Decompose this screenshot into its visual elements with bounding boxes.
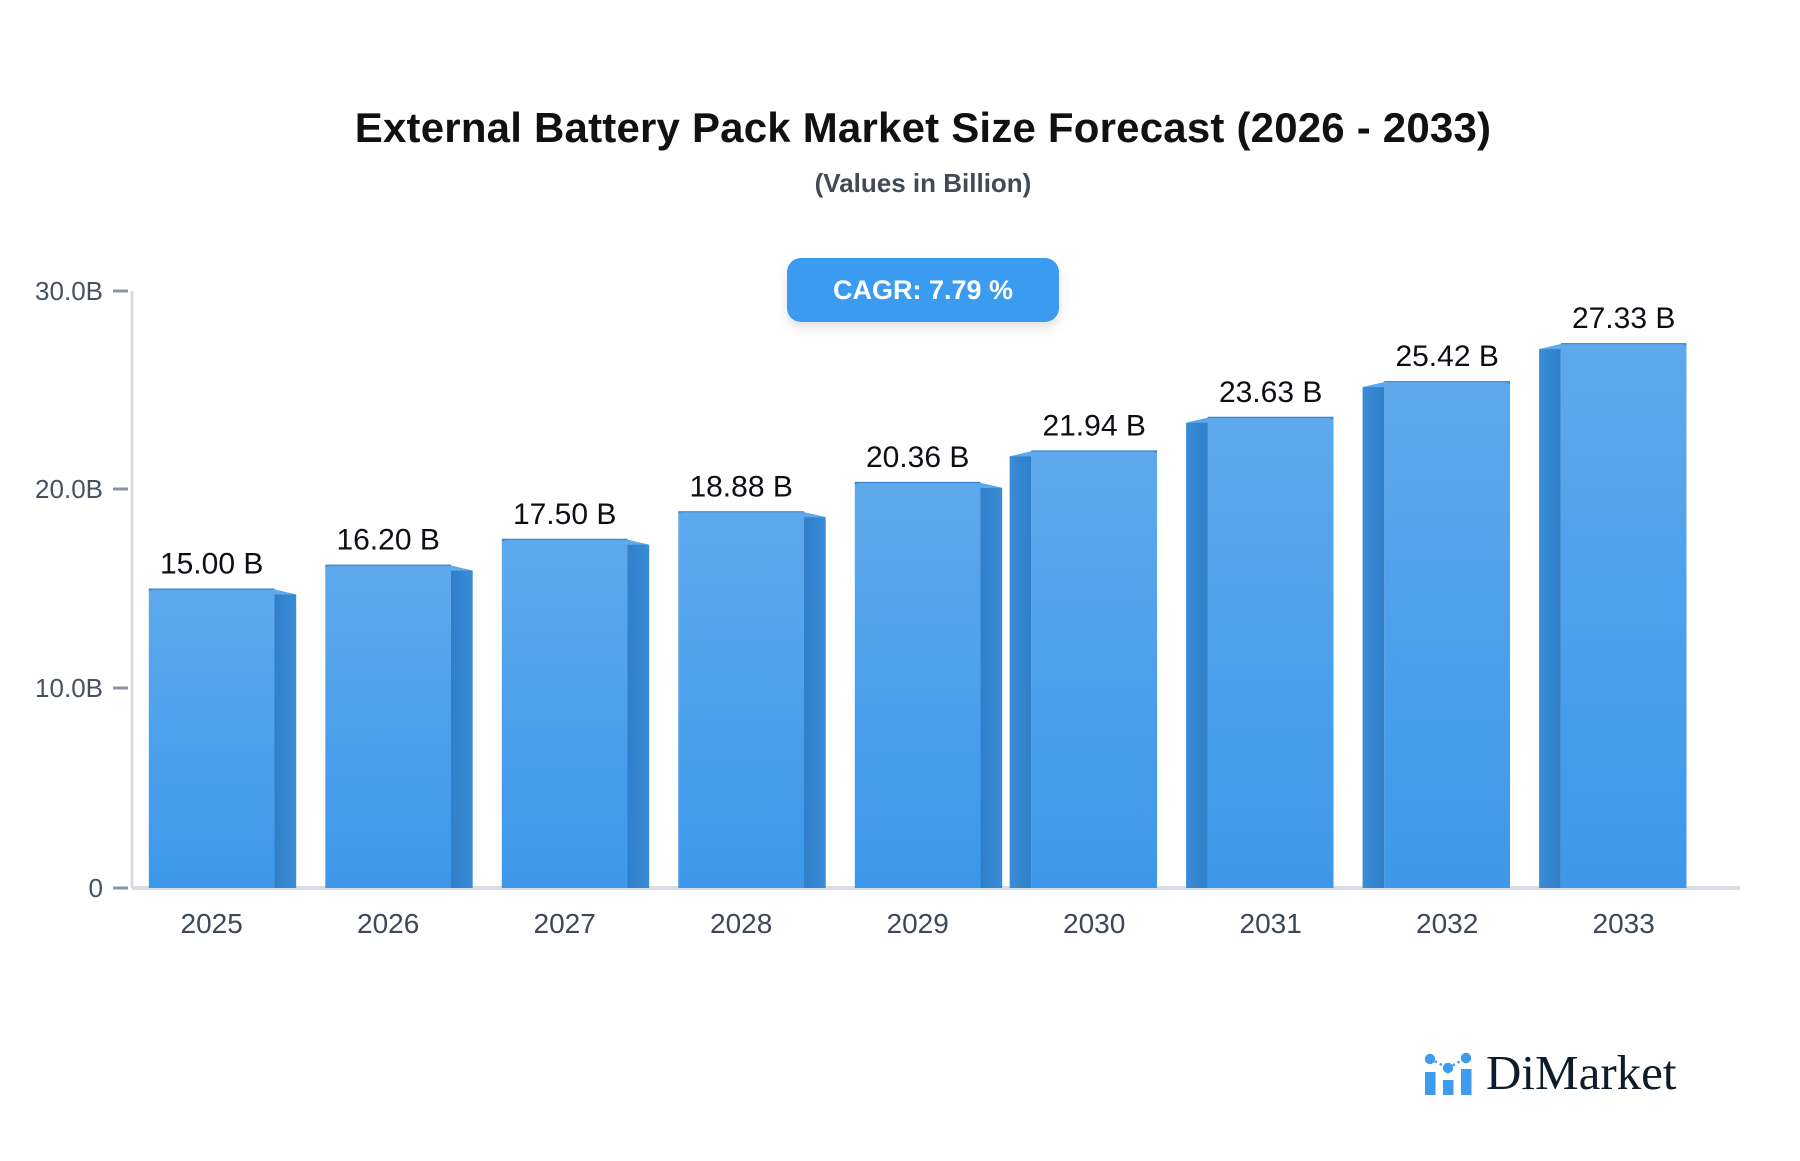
- svg-text:18.88 B: 18.88 B: [689, 470, 792, 503]
- svg-text:16.20 B: 16.20 B: [336, 524, 439, 557]
- svg-text:27.33 B: 27.33 B: [1572, 302, 1675, 335]
- svg-text:10.0B: 10.0B: [35, 673, 103, 703]
- svg-text:0: 0: [89, 873, 103, 903]
- svg-text:2032: 2032: [1416, 908, 1478, 939]
- svg-text:2026: 2026: [357, 908, 419, 939]
- svg-text:23.63 B: 23.63 B: [1219, 376, 1322, 409]
- svg-text:2033: 2033: [1593, 908, 1655, 939]
- svg-text:2030: 2030: [1063, 908, 1125, 939]
- svg-text:21.94 B: 21.94 B: [1042, 409, 1145, 442]
- svg-text:17.50 B: 17.50 B: [513, 498, 616, 531]
- svg-text:2027: 2027: [534, 908, 596, 939]
- svg-text:2031: 2031: [1240, 908, 1302, 939]
- svg-text:20.36 B: 20.36 B: [866, 441, 969, 474]
- svg-text:30.0B: 30.0B: [35, 276, 103, 306]
- svg-text:2028: 2028: [710, 908, 772, 939]
- svg-text:2025: 2025: [181, 908, 243, 939]
- svg-text:25.42 B: 25.42 B: [1395, 340, 1498, 373]
- svg-text:2029: 2029: [887, 908, 949, 939]
- svg-text:20.0B: 20.0B: [35, 474, 103, 504]
- svg-text:15.00 B: 15.00 B: [160, 548, 263, 581]
